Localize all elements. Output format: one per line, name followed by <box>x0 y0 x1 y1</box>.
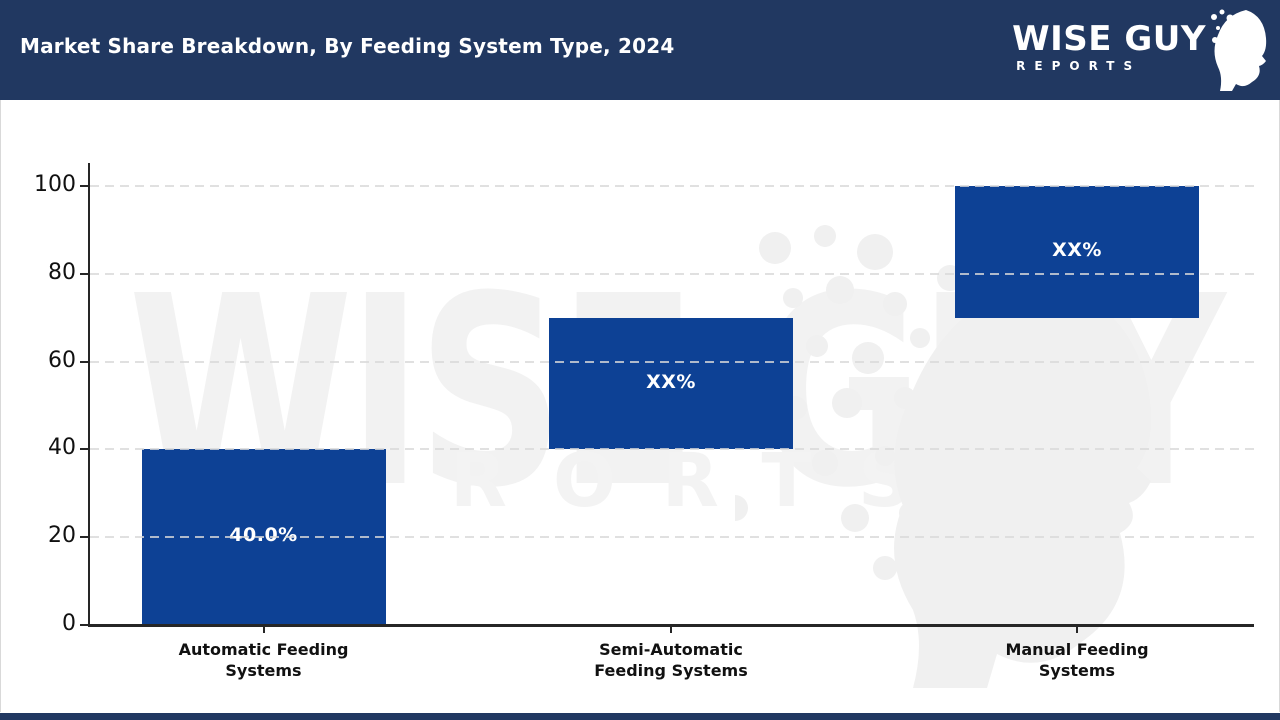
gridline-40 <box>90 448 1254 451</box>
bar-value-label: XX% <box>646 370 696 393</box>
chart-title: Market Share Breakdown, By Feeding Syste… <box>20 34 675 58</box>
y-tick-label: 20 <box>48 523 76 549</box>
watermark-subtext: RORTS <box>450 438 958 524</box>
brand-logo: WISE GUY REPORTS <box>1012 0 1272 100</box>
logo-text: WISE GUY REPORTS <box>1012 22 1206 73</box>
y-tick-label: 40 <box>48 435 76 461</box>
category-label-line: Systems <box>1038 661 1116 680</box>
y-tick-100 <box>80 185 88 187</box>
category-label: Automatic Feeding Systems <box>99 639 429 681</box>
gridline-60 <box>90 360 1254 363</box>
x-tick <box>670 627 672 633</box>
gridline-20 <box>90 536 1254 539</box>
y-tick-20 <box>80 536 88 539</box>
y-tick-label: 60 <box>48 347 76 373</box>
category-label: Semi-Automatic Feeding Systems <box>506 639 836 681</box>
logo-subtitle: REPORTS <box>1016 59 1142 73</box>
footer-bar <box>0 713 1280 720</box>
bar-segment: XX% <box>549 317 793 450</box>
x-axis-spine <box>88 624 1254 627</box>
y-tick-40 <box>80 448 88 451</box>
y-tick-label: 80 <box>48 259 76 285</box>
y-tick-label: 100 <box>34 172 76 197</box>
gridline-80 <box>90 272 1254 275</box>
y-tick-label: 0 <box>62 611 76 636</box>
x-tick <box>1076 627 1078 633</box>
category-label-line: Systems <box>225 661 302 680</box>
category-label-line: Manual Feeding <box>1005 640 1149 659</box>
watermark-face-dots <box>735 225 1152 688</box>
y-tick-80 <box>80 272 88 275</box>
x-tick <box>262 627 265 633</box>
logo-face-icon <box>1211 9 1267 91</box>
category-label-line: Automatic Feeding <box>178 640 349 659</box>
bar-value-label: XX% <box>1052 238 1102 261</box>
bar-segment: XX% <box>955 186 1199 318</box>
y-axis-spine <box>88 163 90 626</box>
gridline-100 <box>90 185 1254 187</box>
logo-wordmark: WISE GUY <box>1012 19 1206 59</box>
bar-value-label: 40.0% <box>229 524 298 547</box>
category-label-line: Semi-Automatic <box>599 640 743 659</box>
category-label: Manual Feeding Systems <box>912 639 1242 681</box>
y-tick-60 <box>80 360 88 363</box>
header-bar: Market Share Breakdown, By Feeding Syste… <box>0 0 1280 100</box>
category-label-line: Feeding Systems <box>594 661 748 680</box>
y-tick-0 <box>80 624 88 626</box>
